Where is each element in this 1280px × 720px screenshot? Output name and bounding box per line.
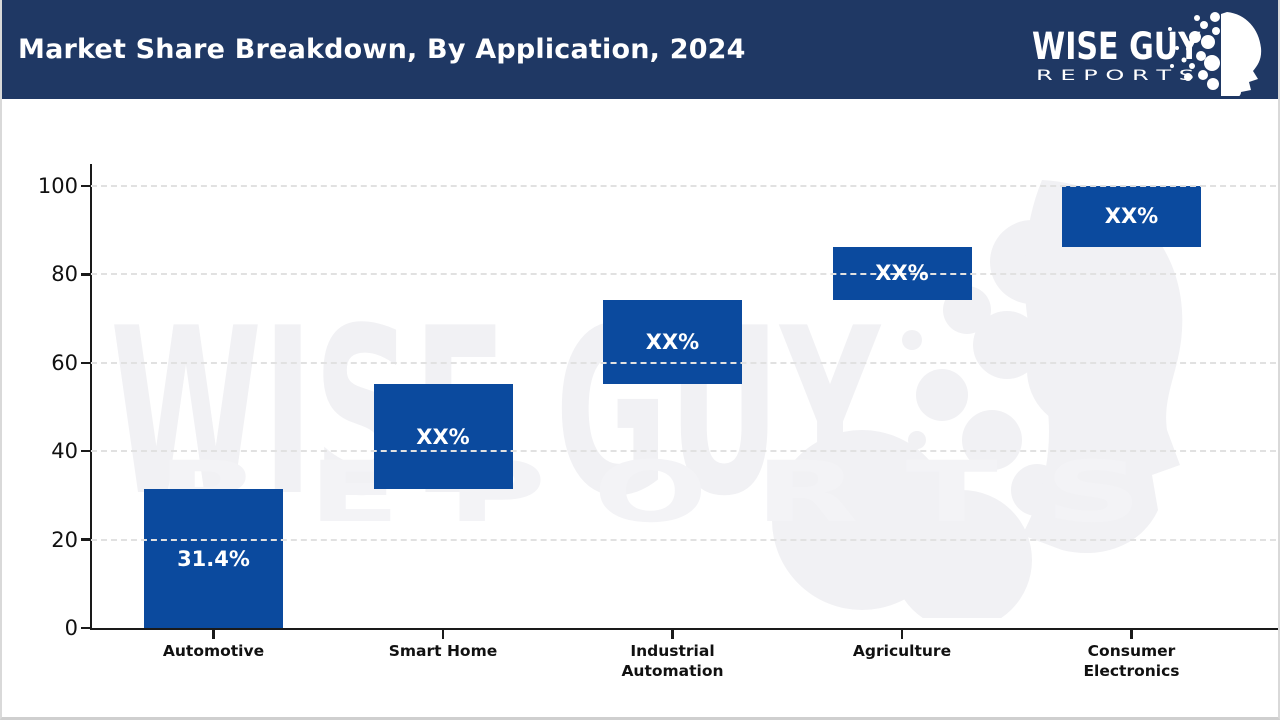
- bar-industrial-automation: [603, 299, 742, 385]
- gridline-80: [91, 273, 1276, 276]
- y-tick-mark: [81, 626, 90, 630]
- x-tick-mark: [441, 630, 445, 639]
- y-tick-mark: [81, 361, 90, 365]
- x-tick-mark: [212, 630, 215, 639]
- bar-value-label: XX%: [875, 261, 929, 286]
- gridline-100: [91, 185, 1276, 187]
- category-label: Smart Home: [388, 642, 498, 660]
- y-tick-mark: [81, 449, 90, 453]
- y-tick-label: 40: [51, 439, 78, 464]
- logo-wordmark: WISE GUY: [1032, 25, 1201, 68]
- wise-guy-reports-logo: WISE GUY R E P O R T S: [1032, 11, 1262, 96]
- y-tick-mark: [81, 184, 90, 188]
- gridline-40: [91, 450, 1276, 453]
- page-title: Market Share Breakdown, By Application, …: [18, 34, 746, 65]
- logo-subtext: R E P O R T S: [1036, 68, 1194, 84]
- y-tick-label: 20: [51, 527, 78, 552]
- header-bar: Market Share Breakdown, By Application, …: [2, 0, 1278, 99]
- category-label: Industrial Automation: [621, 642, 724, 680]
- category-label: Automotive: [162, 642, 265, 660]
- y-tick-label: 0: [64, 616, 78, 640]
- bar-value-label: 31.4%: [177, 546, 250, 571]
- bar-value-label: XX%: [645, 329, 700, 354]
- y-tick-label: 100: [37, 174, 78, 198]
- x-tick-mark: [900, 630, 904, 639]
- category-label: Consumer Electronics: [1083, 642, 1180, 680]
- watermark-subtext: R E P O R T S: [157, 443, 1142, 541]
- bar-smart-home: [373, 384, 513, 490]
- gridline-20: [91, 538, 1276, 541]
- y-tick-label: 60: [51, 350, 78, 375]
- category-label: Agriculture: [852, 642, 952, 660]
- gridline-60: [91, 361, 1276, 364]
- x-tick-mark: [671, 630, 674, 639]
- x-tick-mark: [1130, 630, 1133, 639]
- x-axis-line: [89, 627, 1278, 630]
- y-tick-mark: [81, 538, 90, 541]
- bar-value-label: XX%: [1104, 204, 1159, 229]
- bar-value-label: XX%: [416, 424, 470, 449]
- logo-head-icon: [1168, 11, 1262, 96]
- bar-automotive: [144, 489, 283, 628]
- y-axis-line: [89, 164, 92, 629]
- y-tick-label: 80: [51, 262, 78, 287]
- y-tick-mark: [81, 273, 90, 276]
